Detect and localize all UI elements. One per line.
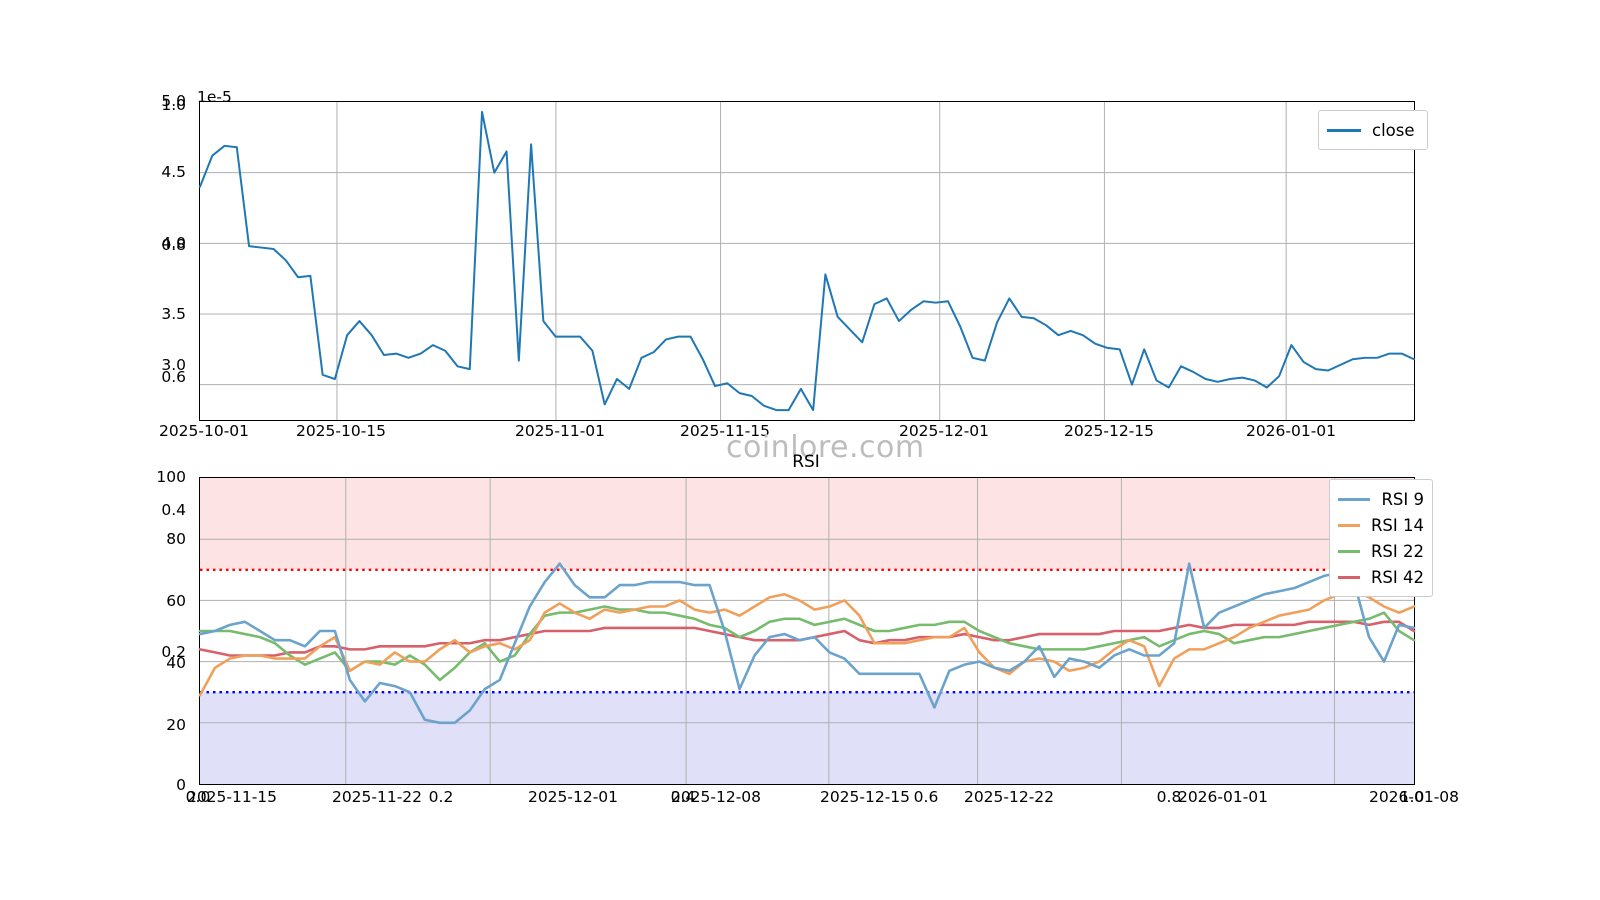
price-y-tick-label: 3.5 [161,305,186,323]
rsi-x-tick-label-overlay: 0.4 [670,788,696,806]
rsi-y-tick-label: 40 [166,654,186,672]
rsi-band-oversold [200,692,1414,784]
legend-swatch-close [1327,128,1361,132]
legend-label-close: close [1372,120,1415,140]
rsi-x-tick-label: 2025-11-22 [331,788,423,806]
rsi-x-tick-label-overlay: 0.2 [428,788,454,806]
price-y-tick-label-overlay: 0.6 [161,368,186,386]
rsi-y-tick-label: 100 [156,468,186,486]
rsi-x-tick-label-overlay: 0.0 [185,788,211,806]
rsi-y-tick-label: 60 [166,592,186,610]
price-x-tick-label: 2025-11-01 [514,422,606,440]
rsi-panel-title: RSI [792,452,820,472]
price-x-tick-label: 2025-11-15 [679,422,771,440]
rsi-line-rsi14 [198,589,1416,697]
price-x-tick-label: 2026-01-01 [1245,422,1337,440]
rsi-x-tick-label: 2025-12-08 [670,788,762,806]
rsi-x-tick-label: 2025-12-15 [819,788,911,806]
price-x-tick-label: 2025-12-01 [898,422,990,440]
price-line-close [199,110,1415,412]
rsi-y-tick-label: 80 [166,530,186,548]
rsi-chart-legend: RSI 9 RSI 14 RSI 22 RSI 42 [1329,479,1433,597]
rsi-y-tick-label-overlay: 0.2 [161,643,186,661]
rsi-x-tick-label-overlay: 1.0 [1399,788,1425,806]
legend-swatch-rsi42 [1338,575,1360,579]
rsi-plot-area [198,478,1416,784]
price-y-offset-text: 1e-5 [197,88,232,106]
rsi-x-tick-label: 2026-01-08 [1368,788,1460,806]
watermark-coinlore: coinlore.com [726,430,925,465]
price-y-tick-label-overlay: 1.0 [161,96,186,114]
rsi-band-overbought [200,478,1414,570]
price-chart-axes [199,101,1415,421]
rsi-chart-axes [198,477,1416,785]
price-y-tick-label: 4.0 [161,234,186,252]
legend-swatch-rsi9 [1338,497,1371,501]
price-chart-legend: close [1318,110,1428,150]
price-y-tick-label: 4.5 [161,163,186,181]
legend-entry-rsi14: RSI 14 [1338,512,1424,538]
legend-entry-close: close [1327,117,1419,143]
rsi-line-rsi9 [198,562,1416,725]
rsi-x-tick-label-overlay: 0.6 [913,788,939,806]
legend-swatch-rsi14 [1338,523,1360,527]
price-x-tick-label: 2025-10-01 [158,422,250,440]
rsi-y-tick-label: 20 [166,716,186,734]
price-y-tick-label: 5.0 [161,92,186,110]
legend-label-rsi14: RSI 14 [1370,515,1424,535]
price-x-tick-label: 2025-10-15 [295,422,387,440]
rsi-y-tick-label-overlay: 0.4 [161,501,186,519]
legend-entry-rsi42: RSI 42 [1338,564,1424,590]
legend-label-rsi22: RSI 22 [1370,541,1424,561]
legend-label-rsi42: RSI 42 [1370,567,1424,587]
price-x-tick-label: 2025-12-15 [1063,422,1155,440]
rsi-x-tick-label: 2025-11-15 [186,788,278,806]
rsi-line-rsi22 [198,605,1416,682]
legend-entry-rsi9: RSI 9 [1338,486,1424,512]
rsi-x-tick-label: 2025-12-01 [527,788,619,806]
price-plot-area [199,102,1415,420]
price-y-tick-label: 3.0 [161,356,186,374]
legend-swatch-rsi22 [1338,549,1360,553]
legend-label-rsi9: RSI 9 [1381,489,1424,509]
price-y-tick-label-overlay: 0.8 [161,236,186,254]
rsi-x-tick-label: 2025-12-22 [963,788,1055,806]
rsi-x-tick-label: 2026-01-01 [1177,788,1269,806]
legend-entry-rsi22: RSI 22 [1338,538,1424,564]
rsi-y-tick-label: 0 [176,776,186,794]
rsi-x-tick-label-overlay: 0.8 [1156,788,1182,806]
